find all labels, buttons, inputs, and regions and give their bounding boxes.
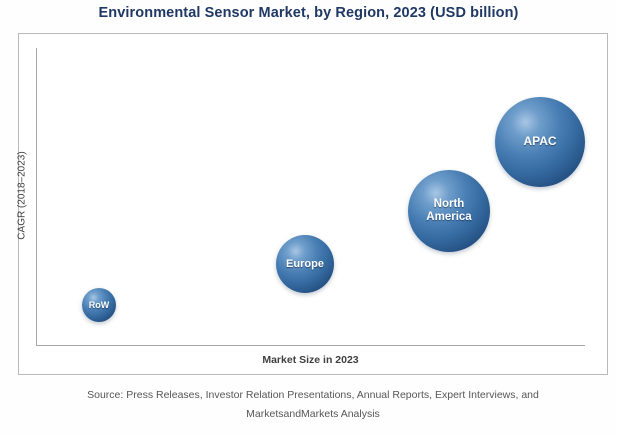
y-axis-line (36, 48, 37, 346)
bubble-europe[interactable]: Europe (276, 235, 334, 293)
source-note-line2: MarketsandMarkets Analysis (246, 408, 380, 421)
source-note-line1: Source: Press Releases, Investor Relatio… (87, 389, 539, 401)
bubble-apac[interactable]: APAC (495, 97, 585, 187)
bubble-label-apac: APAC (523, 134, 557, 149)
plot-area-frame (18, 33, 608, 375)
chart-title: Environmental Sensor Market, by Region, … (98, 5, 519, 21)
y-axis-title: CAGR (2018–2023) (16, 151, 28, 240)
source-note: Source: Press Releases, Investor Relatio… (18, 386, 608, 425)
bubble-label-north-america-line2: America (426, 211, 472, 223)
bubble-row[interactable]: RoW (82, 288, 116, 322)
bubble-north-america[interactable]: North America (408, 170, 490, 252)
bubble-label-north-america: North America (426, 198, 471, 224)
bubble-label-row: RoW (88, 299, 110, 310)
x-axis-title: Market Size in 2023 (262, 354, 359, 366)
x-axis-line (36, 345, 585, 346)
bubble-label-north-america-line1: North (433, 198, 465, 211)
bubble-label-europe: Europe (286, 257, 324, 270)
